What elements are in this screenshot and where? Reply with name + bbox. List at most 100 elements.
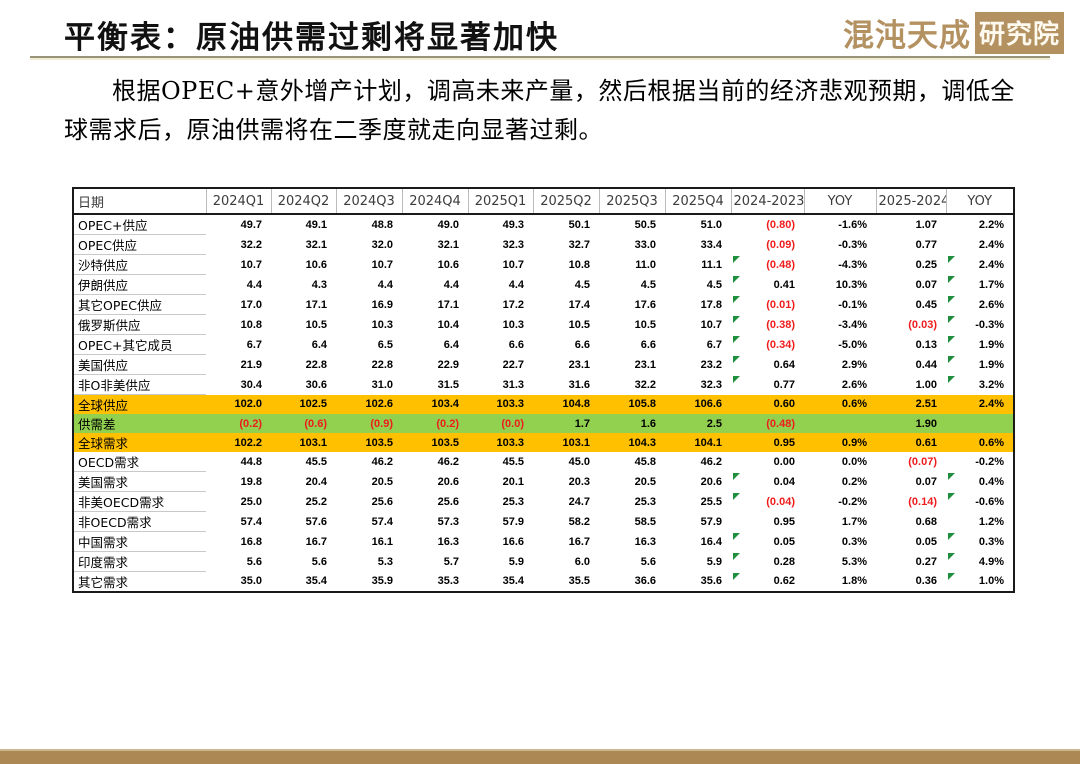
row-label: 美国需求	[73, 471, 206, 492]
data-cell: 10.8	[568, 258, 590, 271]
data-cell: 21.9	[240, 358, 262, 371]
data-cell: 6.4	[311, 338, 327, 351]
flag-triangle-icon	[733, 335, 740, 343]
column-header: 2025Q2	[532, 188, 599, 215]
data-cell: 103.5	[402, 433, 468, 452]
data-cell: 57.4	[240, 515, 262, 528]
flag-triangle-icon	[733, 315, 740, 323]
data-cell: 103.1	[271, 433, 336, 452]
table-row: 伊朗供应 4.4 4.3 4.4 4.4 4.4 4.5 4.5 4.5 0.41 10.3% 0.0…	[73, 274, 1014, 295]
data-cell: 106.6	[665, 394, 731, 414]
data-cell: 35.5	[568, 575, 590, 588]
data-cell: (0.2)	[402, 414, 468, 433]
column-header: 2024Q4	[401, 188, 468, 215]
data-cell: 58.5	[634, 515, 656, 528]
data-cell: 1.7%	[841, 515, 867, 528]
data-cell: 0.00	[773, 455, 795, 468]
column-header: 2025Q4	[664, 188, 731, 215]
data-cell: 0.45	[915, 298, 937, 311]
data-cell: 10.3	[502, 318, 524, 331]
flag-triangle-icon	[733, 572, 740, 580]
data-cell: 2.6%	[946, 295, 1014, 315]
table-row: 供需差 (0.2) (0.6) (0.9) (0.2) (0.0) 1.7 1.6 2.5 (0.…	[73, 414, 1014, 433]
data-cell: 25.6	[371, 495, 393, 508]
data-cell: 51.0	[700, 218, 722, 231]
data-cell: -1.6%	[838, 218, 867, 231]
data-cell: 23.2	[700, 358, 722, 371]
data-cell: -4.3%	[838, 258, 867, 271]
data-cell: 50.5	[634, 218, 656, 231]
column-header-date: 日期	[73, 188, 206, 215]
data-cell: 11.0	[635, 258, 656, 271]
data-cell: -5.0%	[838, 338, 867, 351]
data-cell: (0.80)	[766, 218, 795, 231]
table-row: 沙特供应 10.7 10.6 10.7 10.6 10.7 10.8 11.0 11.1 (0.4…	[73, 254, 1014, 275]
row-label: 非OECD需求	[73, 511, 206, 532]
data-cell: 17.1	[305, 298, 327, 311]
table-row: 印度需求 5.6 5.6 5.3 5.7 5.9 6.0 5.6 5.9 0.28 5.3% 0.27…	[73, 551, 1014, 572]
data-cell: -0.2%	[975, 455, 1004, 468]
column-header: 2024-2023	[730, 188, 804, 215]
data-cell: -0.1%	[838, 298, 867, 311]
column-header: 2024Q2	[270, 188, 336, 215]
table-header: 日期 2024Q1 2024Q2 2024Q3 2024Q4 2025Q1 2025Q2 20…	[73, 188, 1014, 215]
table-row: OPEC供应 32.2 32.1 32.0 32.1 32.3 32.7 33.0 33.4 (0…	[73, 234, 1014, 255]
data-cell: 102.2	[206, 433, 271, 452]
data-cell: 2.4%	[946, 255, 1014, 275]
data-cell: 44.8	[240, 455, 262, 468]
data-cell: 11.1	[701, 258, 722, 271]
data-cell: 10.5	[568, 318, 590, 331]
table-row: 其它需求 35.0 35.4 35.9 35.3 35.4 35.5 36.6 35.6 0.62…	[73, 571, 1014, 593]
data-cell: 16.7	[305, 535, 327, 548]
data-cell: 5.6	[640, 555, 656, 568]
data-cell: 32.2	[240, 238, 262, 251]
data-cell: 104.8	[533, 394, 599, 414]
data-cell: -0.3%	[946, 315, 1014, 335]
flag-triangle-icon	[948, 315, 955, 323]
flag-triangle-icon	[948, 472, 955, 480]
data-cell: 45.5	[502, 455, 524, 468]
data-cell: 0.44	[915, 358, 937, 371]
data-cell: 46.2	[437, 455, 459, 468]
data-cell: 19.8	[240, 475, 262, 488]
row-label: 供需差	[73, 414, 206, 433]
data-cell: -3.4%	[838, 318, 867, 331]
flag-triangle-icon	[948, 355, 955, 363]
data-cell: 0.04	[731, 472, 804, 492]
data-cell: 16.1	[371, 535, 393, 548]
data-cell	[946, 414, 1014, 433]
data-cell: 17.6	[634, 298, 656, 311]
data-cell: 0.60	[731, 394, 804, 414]
table-row: 其它OPEC供应 17.0 17.1 16.9 17.1 17.2 17.4 17.6 17.8…	[73, 294, 1014, 315]
column-header: 2024Q1	[205, 188, 271, 215]
data-cell: 16.6	[502, 535, 524, 548]
data-cell: 1.90	[876, 414, 946, 433]
row-label: OPEC供应	[73, 234, 206, 255]
data-cell: 35.9	[371, 575, 393, 588]
data-cell: 1.9%	[946, 335, 1014, 355]
data-cell: (0.0)	[468, 414, 533, 433]
row-label: OPEC+供应	[73, 214, 206, 235]
row-label: 全球需求	[73, 433, 206, 452]
data-cell: 10.6	[437, 258, 459, 271]
data-cell: 22.8	[305, 358, 327, 371]
data-cell: 23.1	[634, 358, 656, 371]
data-cell: 17.4	[568, 298, 590, 311]
data-cell: 6.6	[508, 338, 524, 351]
data-cell: 46.2	[700, 455, 722, 468]
data-cell: 0.0%	[841, 455, 867, 468]
data-cell: 25.0	[240, 495, 262, 508]
data-cell: 33.4	[700, 238, 722, 251]
data-cell: 16.4	[700, 535, 722, 548]
data-cell: 16.9	[371, 298, 393, 311]
flag-triangle-icon	[948, 275, 955, 283]
data-cell: 0.05	[915, 535, 937, 548]
data-cell: 5.6	[311, 555, 327, 568]
data-cell: 6.6	[574, 338, 590, 351]
data-cell: 2.4%	[946, 394, 1014, 414]
data-cell: 4.4	[246, 278, 262, 291]
data-cell: 20.6	[437, 475, 459, 488]
data-cell: 22.8	[371, 358, 393, 371]
footer-bar	[0, 749, 1080, 764]
